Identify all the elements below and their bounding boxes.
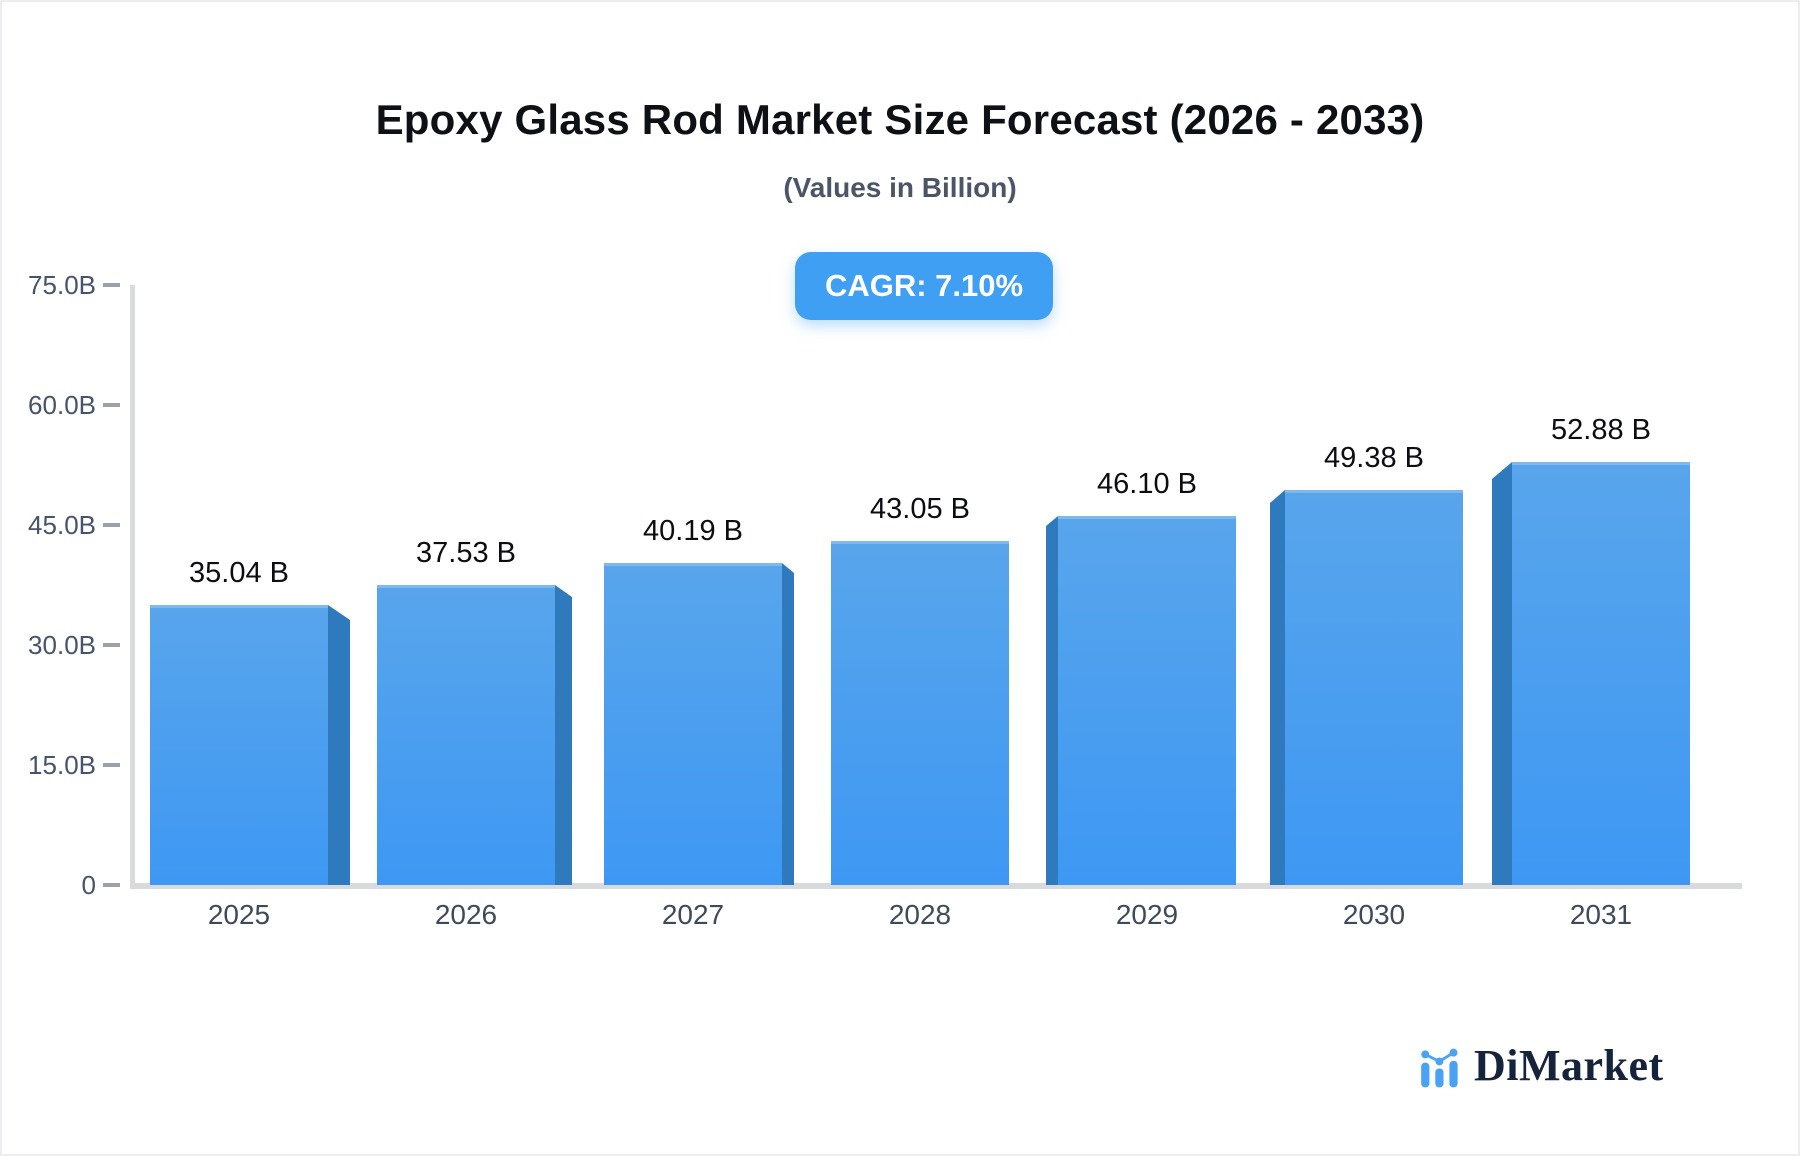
x-axis-tick-label: 2025 — [207, 899, 271, 930]
x-axis-tick-label: 2031 — [1569, 899, 1633, 930]
y-axis-line — [130, 285, 135, 885]
bar-2026 — [377, 585, 555, 885]
brand-logo: DiMarket — [1420, 1040, 1664, 1090]
y-axis-tick — [103, 883, 120, 887]
bar-3d-side-face — [1270, 490, 1285, 885]
y-axis-tick — [103, 763, 120, 767]
x-axis-tick-label: 2026 — [434, 899, 498, 930]
bar-2025 — [150, 605, 328, 885]
page-subtitle: (Values in Billion) — [783, 172, 1017, 203]
bar-value-label: 52.88 B — [1551, 414, 1651, 446]
y-axis-tick-label: 15.0B — [28, 750, 96, 780]
x-axis-tick-label: 2028 — [888, 899, 952, 930]
bar-value-label: 49.38 B — [1324, 442, 1424, 474]
logo-bar-line-chart-icon — [1421, 1048, 1458, 1088]
y-axis-tick-label: 60.0B — [28, 390, 96, 420]
bar-2030 — [1285, 490, 1463, 885]
bar-value-label: 46.10 B — [1097, 468, 1197, 500]
bar-3d-side-face — [1492, 462, 1512, 885]
bar-value-label: 43.05 B — [870, 493, 970, 525]
bar-2027 — [604, 563, 782, 885]
y-axis-tick — [103, 523, 120, 527]
cagr-badge: CAGR: 7.10% — [795, 252, 1053, 320]
bar-3d-side-face — [1046, 516, 1058, 885]
x-axis-line — [130, 883, 1742, 889]
bar-2028 — [831, 541, 1009, 885]
bar-2029 — [1058, 516, 1236, 885]
page-title: Epoxy Glass Rod Market Size Forecast (20… — [375, 96, 1425, 143]
bar-3d-side-face — [782, 563, 794, 885]
x-axis-tick-label: 2027 — [661, 899, 725, 930]
y-axis-tick-label: 0 — [81, 870, 96, 900]
y-axis-tick — [103, 283, 120, 287]
y-axis-tick-label: 75.0B — [28, 270, 96, 300]
logo-text: DiMarket — [1474, 1040, 1664, 1090]
bar-3d-side-face — [328, 605, 350, 885]
y-axis-tick-label: 45.0B — [28, 510, 96, 540]
y-axis-tick — [103, 643, 120, 647]
y-axis-tick-label: 30.0B — [28, 630, 96, 660]
y-axis-tick — [103, 403, 120, 407]
bar-value-label: 37.53 B — [416, 537, 516, 569]
bar-2031 — [1512, 462, 1690, 885]
bar-3d-side-face — [555, 585, 572, 885]
x-axis-tick-label: 2029 — [1115, 899, 1179, 930]
bar-value-label: 40.19 B — [643, 515, 743, 547]
x-axis-tick-label: 2030 — [1342, 899, 1406, 930]
bar-value-label: 35.04 B — [189, 557, 289, 589]
